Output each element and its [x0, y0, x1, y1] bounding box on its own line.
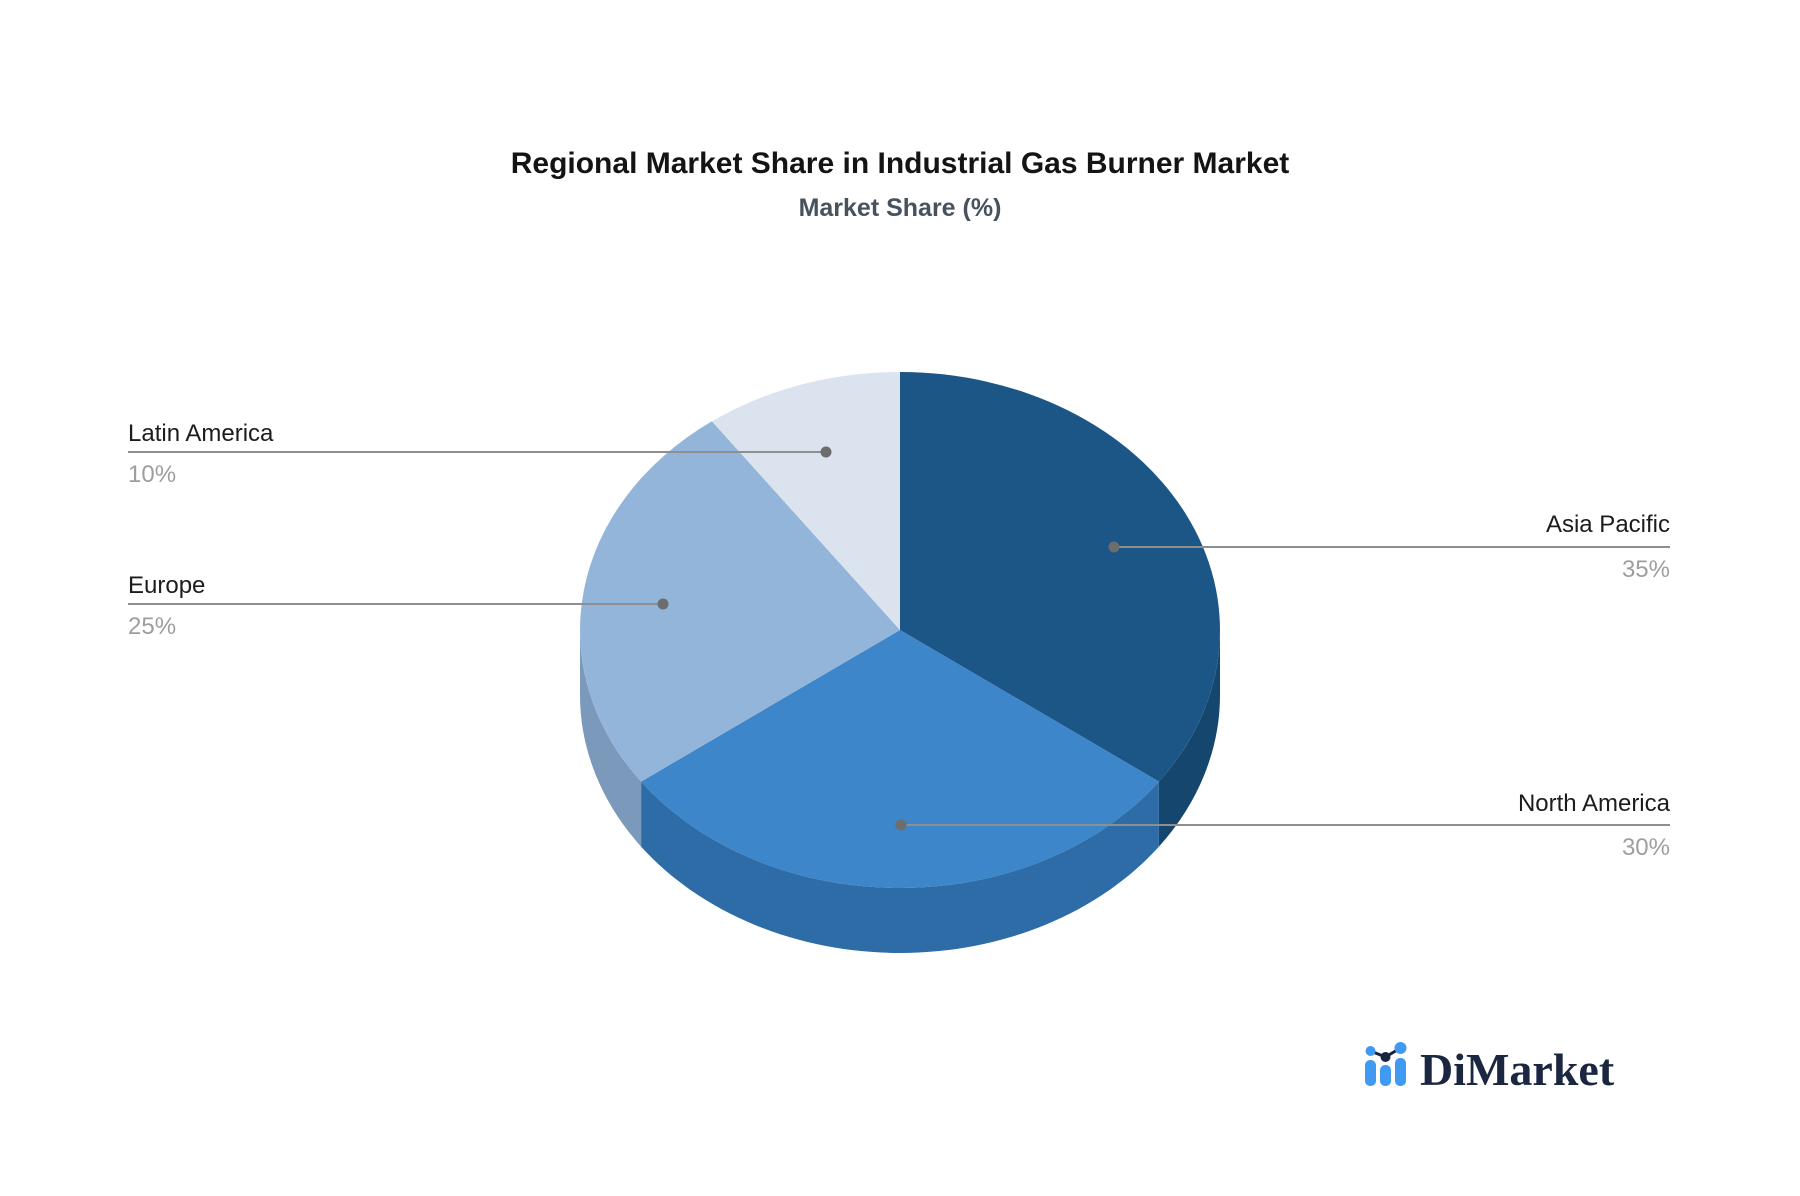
slice-north-america[interactable] [641, 630, 1159, 888]
slice-label-latin-america: Latin America [128, 420, 274, 447]
slice-side-europe [580, 630, 642, 847]
logo-wordmark: DiMarket [1420, 1044, 1615, 1095]
slice-asia-pacific[interactable] [900, 372, 1220, 782]
label-group-latin-america: Latin America 10% [128, 420, 832, 488]
leader-dot-latin-america [820, 446, 832, 458]
pie-side-walls [580, 630, 1220, 953]
leader-dot-asia-pacific [1108, 541, 1120, 553]
slice-side-north-america [641, 781, 1159, 953]
slice-label-north-america: North America [1518, 790, 1671, 817]
pie-slices [580, 372, 1220, 888]
label-group-asia-pacific: Asia Pacific 35% [1108, 511, 1670, 583]
slice-europe[interactable] [580, 421, 900, 782]
label-group-north-america: North America 30% [895, 790, 1671, 861]
slice-label-europe: Europe [128, 572, 205, 599]
label-group-europe: Europe 25% [128, 572, 669, 640]
slice-side-asia-pacific [1158, 630, 1220, 847]
slice-label-asia-pacific: Asia Pacific [1546, 511, 1670, 538]
slice-value-europe: 25% [128, 613, 176, 640]
slice-latin-america[interactable] [711, 372, 900, 630]
chart-subtitle: Market Share (%) [799, 194, 1002, 222]
leader-dot-north-america [895, 819, 907, 831]
leader-dot-europe [657, 598, 669, 610]
bar-chart-logo-icon [1365, 1042, 1407, 1086]
logo: DiMarket [1365, 1042, 1615, 1095]
slice-value-asia-pacific: 35% [1622, 556, 1670, 583]
slice-value-latin-america: 10% [128, 461, 176, 488]
slice-value-north-america: 30% [1622, 834, 1670, 861]
chart-title: Regional Market Share in Industrial Gas … [511, 147, 1290, 180]
